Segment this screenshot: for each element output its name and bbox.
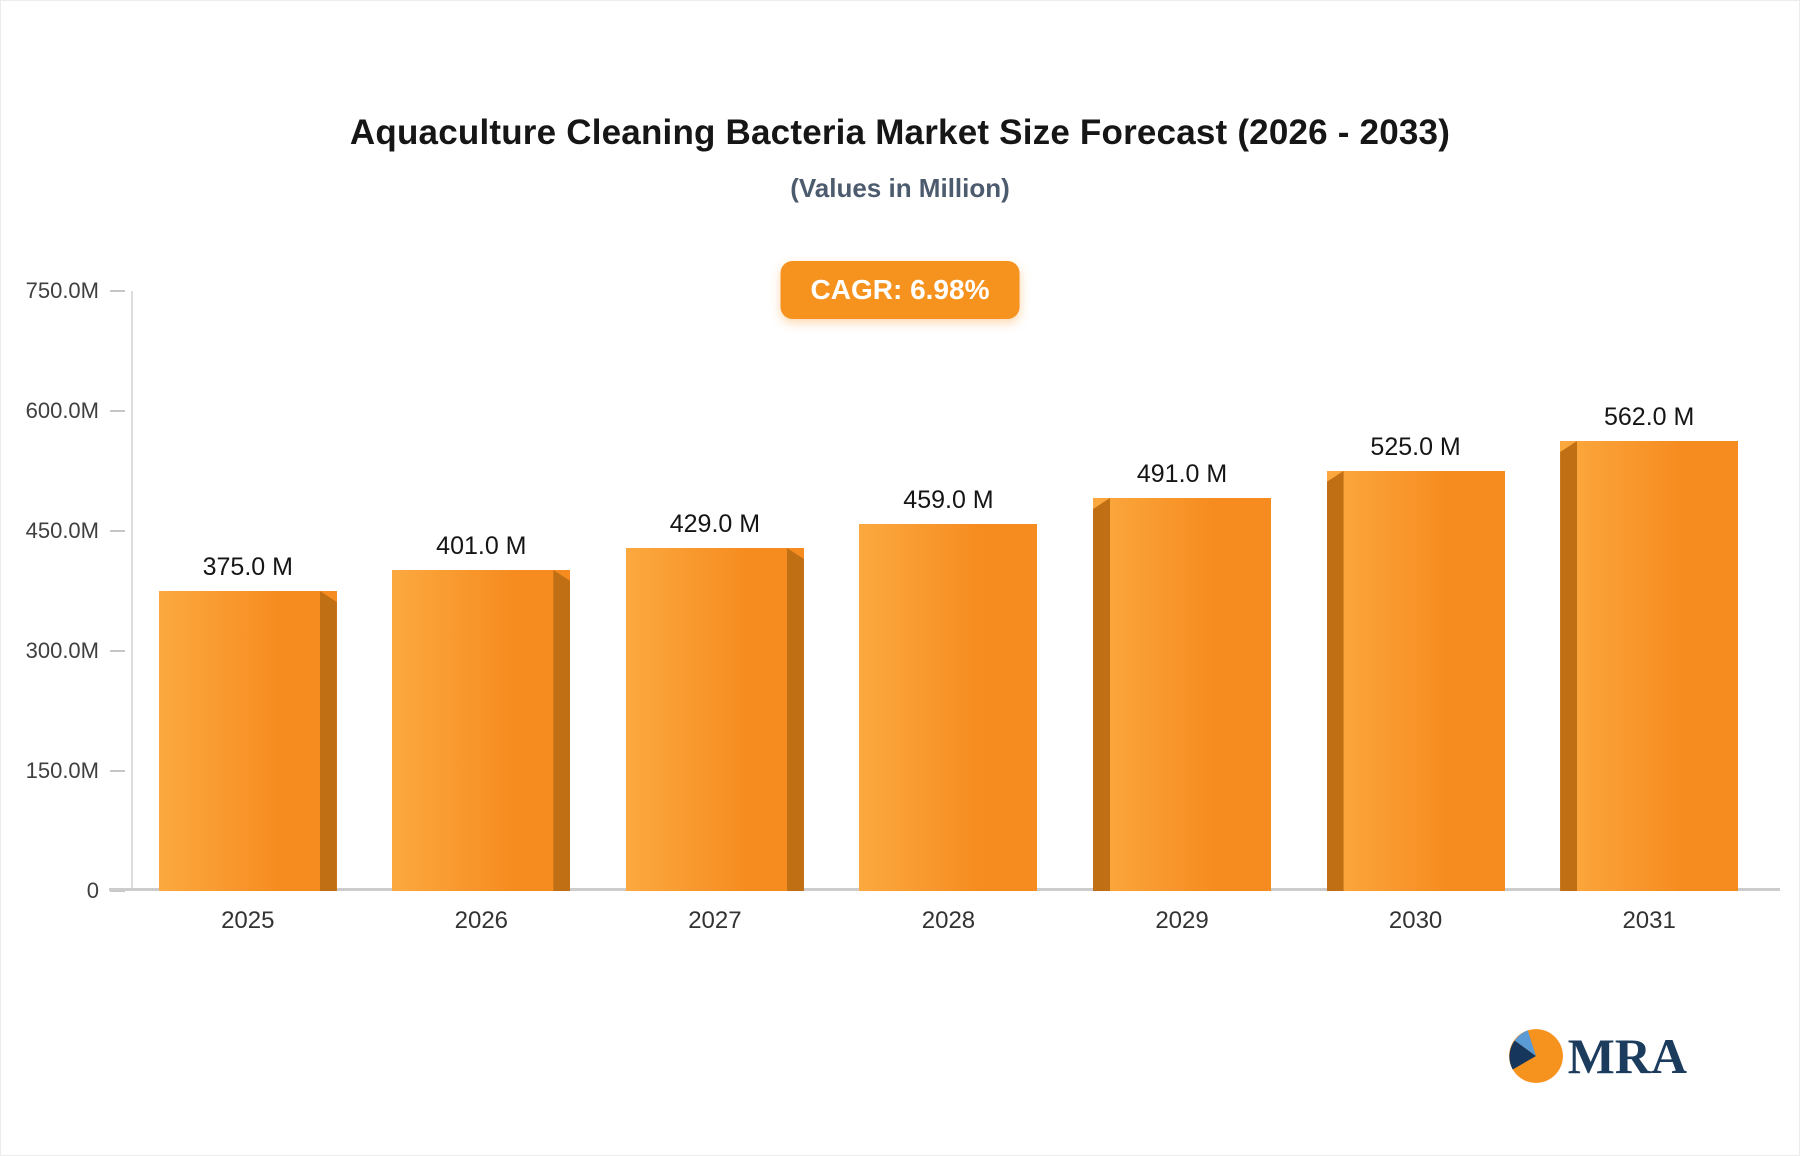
x-axis-label: 2029 xyxy=(1155,907,1209,934)
x-axis-label: 2028 xyxy=(921,907,976,934)
bars-row: 375.0 M 401.0 M 429.0 M 459.0 M 491.0 M 525.0… xyxy=(131,291,1766,891)
bar-column: 491.0 M xyxy=(1093,460,1272,891)
bar-column: 375.0 M xyxy=(158,553,337,891)
bar-value-label: 401.0 M xyxy=(436,532,527,560)
bar-2030 xyxy=(1326,471,1505,891)
y-tick-label: 750.0M xyxy=(25,278,99,303)
x-axis-label: 2031 xyxy=(1622,907,1676,934)
bar-column: 429.0 M xyxy=(625,510,804,891)
bar-column: 401.0 M xyxy=(392,532,571,891)
chart-title: Aquaculture Cleaning Bacteria Market Siz… xyxy=(349,113,1451,152)
y-tick-label: 300.0M xyxy=(25,638,99,663)
bar-value-label: 375.0 M xyxy=(202,553,293,581)
x-axis-label: 2027 xyxy=(688,907,742,934)
chart-subtitle: (Values in Million) xyxy=(790,173,1010,203)
y-tick-label: 0 xyxy=(86,878,99,903)
y-tick-mark xyxy=(110,530,125,532)
bar-value-label: 429.0 M xyxy=(669,510,761,538)
y-tick-mark xyxy=(110,410,125,412)
bar-value-label: 562.0 M xyxy=(1603,403,1695,431)
mra-logo-text: MRA xyxy=(1567,1028,1687,1084)
bar-chart: 0 150.0M 300.0M 450.0M 600.0M 750.0M 375.0 M 4… xyxy=(26,278,1780,934)
x-axis-label: 2025 xyxy=(221,907,275,934)
bar-2027 xyxy=(625,548,804,891)
y-tick-label: 150.0M xyxy=(25,758,99,783)
bar-value-label: 491.0 M xyxy=(1136,460,1228,488)
x-axis-label: 2030 xyxy=(1388,907,1443,934)
bar-column: 525.0 M xyxy=(1326,433,1505,891)
x-axis: 2025 2026 2027 2028 2029 2030 2031 xyxy=(131,907,1766,935)
mra-logo: MRA xyxy=(1507,1027,1687,1085)
y-axis-line xyxy=(131,291,133,891)
x-axis-label: 2026 xyxy=(454,907,509,934)
y-tick-mark xyxy=(110,290,125,292)
y-tick-mark xyxy=(110,770,125,772)
y-tick-mark xyxy=(110,650,125,652)
bar-2026 xyxy=(392,570,571,891)
bar-column: 562.0 M xyxy=(1560,403,1739,891)
y-axis: 0 150.0M 300.0M 450.0M 600.0M 750.0M xyxy=(1,278,131,903)
y-tick-mark xyxy=(110,890,125,892)
bar-2028 xyxy=(859,524,1038,891)
bar-value-label: 459.0 M xyxy=(903,486,994,514)
bar-2029 xyxy=(1093,498,1272,891)
y-tick-label: 600.0M xyxy=(25,398,99,423)
bar-column: 459.0 M xyxy=(859,486,1038,891)
y-tick-label: 450.0M xyxy=(25,518,99,543)
bar-2025 xyxy=(158,591,337,891)
mra-logo-icon xyxy=(1508,1029,1563,1083)
bar-value-label: 525.0 M xyxy=(1370,433,1461,461)
cagr-badge: CAGR: 6.98% xyxy=(780,261,1020,319)
bar-2031 xyxy=(1560,441,1739,891)
